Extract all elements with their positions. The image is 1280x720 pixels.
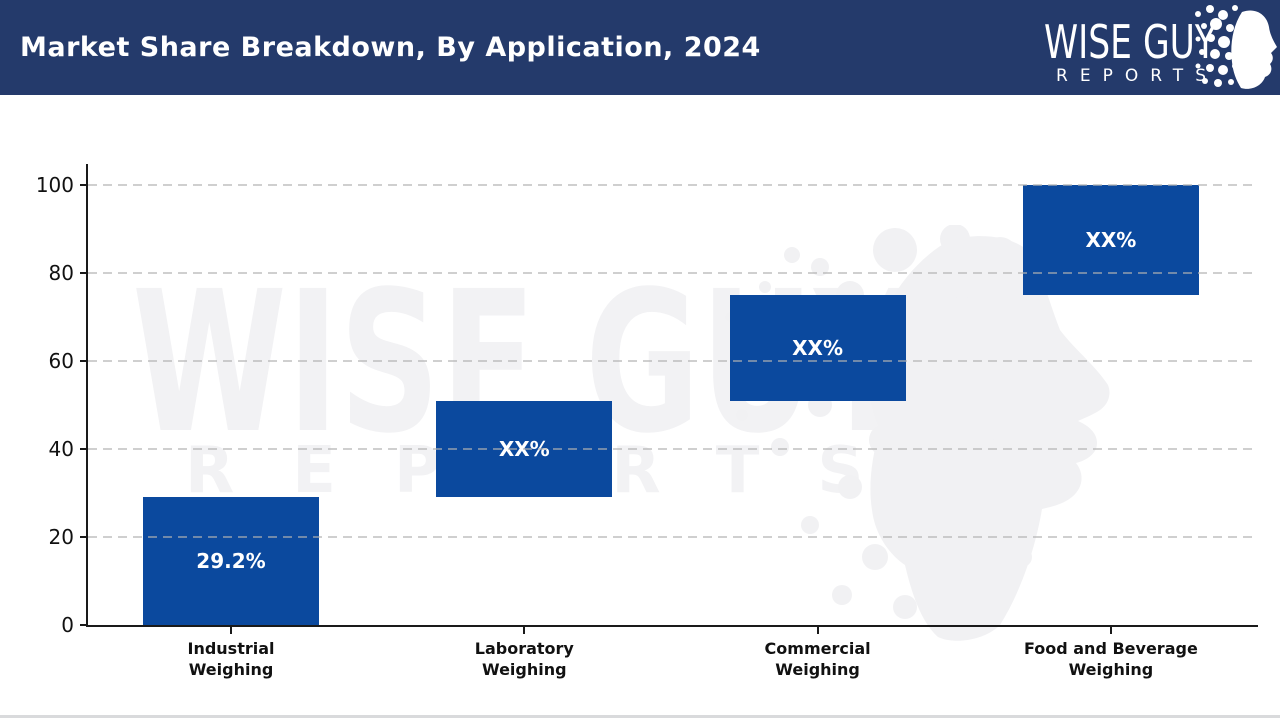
y-tick-label: 60	[48, 349, 74, 373]
bar-value-label: 29.2%	[196, 548, 266, 573]
y-gridline	[88, 272, 1258, 274]
footer-divider	[0, 715, 1280, 718]
category-label: Commercial Weighing	[698, 638, 938, 680]
logo-wordmark: WISE GUY	[1044, 15, 1217, 69]
bar-value-label: XX%	[1085, 228, 1137, 252]
bar-segment: XX%	[1022, 185, 1199, 295]
category-label: Food and Beverage Weighing	[991, 638, 1231, 680]
y-tick-label: 100	[35, 173, 74, 197]
x-tick-mark	[1109, 627, 1112, 634]
category-label-line: Weighing	[188, 660, 274, 679]
y-gridline	[88, 184, 1258, 186]
bar-segment: XX%	[729, 295, 906, 401]
category-label-line: Food and Beverage	[1023, 639, 1198, 658]
category-label: Laboratory Weighing	[404, 638, 644, 680]
logo-sub-wordmark: REPORTS	[1056, 66, 1206, 86]
category-label: Industrial Weighing	[111, 638, 351, 680]
wiseguy-logo: WISE GUY REPORTS	[1044, 5, 1277, 89]
y-axis-line	[86, 164, 88, 627]
category-label-line: Commercial	[764, 639, 871, 658]
y-tick-label: 0	[61, 613, 74, 637]
x-tick-mark	[816, 627, 819, 634]
category-label-line: Weighing	[1068, 660, 1154, 679]
y-tick-label: 20	[48, 525, 74, 549]
y-gridline	[88, 536, 1258, 538]
x-tick-mark	[230, 627, 232, 634]
y-gridline	[88, 360, 1258, 362]
bar-value-label: XX%	[792, 335, 844, 360]
category-label-line: Laboratory	[474, 639, 574, 658]
watermark-head-graphic	[725, 225, 1110, 641]
page-title: Market Share Breakdown, By Application, …	[20, 32, 761, 63]
y-tick-mark	[80, 448, 88, 450]
category-label-line: Weighing	[775, 660, 860, 679]
y-tick-mark	[80, 360, 88, 362]
y-tick-mark	[80, 536, 88, 538]
bar-segment: 29.2%	[143, 496, 319, 625]
header: Market Share Breakdown, By Application, …	[0, 0, 1280, 95]
x-axis-line	[86, 625, 1258, 627]
x-tick-mark	[523, 627, 526, 634]
y-tick-mark	[80, 184, 88, 186]
y-gridline	[88, 448, 1258, 450]
category-label-line: Industrial	[187, 639, 275, 658]
y-tick-mark	[80, 624, 88, 626]
category-label-line: Weighing	[482, 660, 567, 679]
y-tick-label: 40	[48, 437, 74, 461]
y-tick-label: 80	[48, 261, 74, 285]
y-tick-mark	[80, 272, 88, 274]
logo-head-icon	[1231, 10, 1277, 89]
